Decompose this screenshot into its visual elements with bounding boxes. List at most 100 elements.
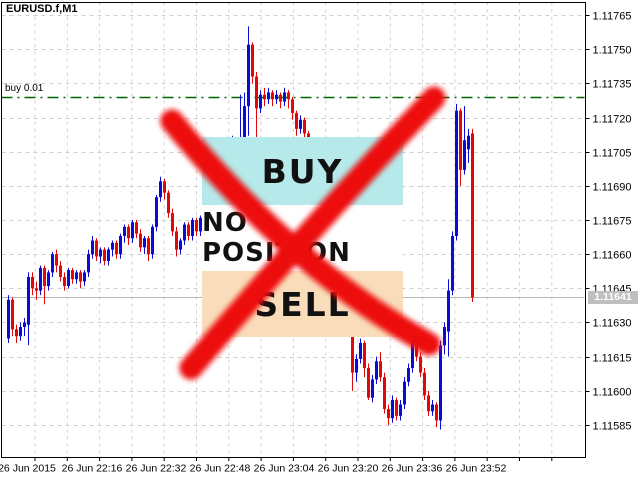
candle-body bbox=[435, 404, 438, 421]
candle-body bbox=[399, 404, 402, 416]
candle-body bbox=[11, 299, 14, 330]
candle-body bbox=[115, 242, 118, 255]
candle-body bbox=[395, 399, 398, 416]
current-price-badge: 1.11641 bbox=[588, 291, 638, 304]
candle-body bbox=[39, 267, 42, 291]
candle-body bbox=[363, 343, 366, 369]
price-axis-label: 1.11630 bbox=[593, 318, 632, 330]
candle-body bbox=[107, 249, 110, 261]
no-position-label: NO POSITION bbox=[202, 208, 351, 268]
candle-body bbox=[139, 233, 142, 248]
candle-body bbox=[75, 272, 78, 280]
sell-button[interactable]: SELL bbox=[202, 271, 403, 337]
candle-body bbox=[407, 368, 410, 382]
buy-position-label: buy 0.01 bbox=[5, 83, 44, 94]
candle-body bbox=[175, 231, 178, 250]
candle-body bbox=[179, 240, 182, 250]
candle-body bbox=[19, 327, 22, 337]
candle-body bbox=[83, 272, 86, 282]
candle-body bbox=[47, 272, 50, 287]
candle-body bbox=[167, 192, 170, 214]
candle-body bbox=[119, 235, 122, 255]
candle-body bbox=[71, 270, 74, 280]
candle-body bbox=[243, 106, 246, 141]
candle-body bbox=[467, 135, 470, 150]
candle-body bbox=[419, 356, 422, 373]
candle-body bbox=[375, 361, 378, 380]
candle-body bbox=[87, 254, 90, 273]
candle-body bbox=[295, 112, 298, 129]
candle-body bbox=[23, 322, 26, 328]
candle-body bbox=[267, 92, 270, 100]
price-axis-label: 1.11690 bbox=[593, 182, 632, 194]
candle-body bbox=[163, 181, 166, 193]
candle-body bbox=[471, 133, 474, 298]
candle-body bbox=[371, 379, 374, 398]
buy-button[interactable]: BUY bbox=[202, 137, 403, 205]
no-position-status-box: NO POSITION bbox=[202, 205, 403, 271]
candle-body bbox=[411, 340, 414, 369]
candle-body bbox=[131, 222, 134, 239]
price-axis-label: 1.11765 bbox=[593, 11, 632, 23]
candle-body bbox=[159, 181, 162, 198]
candle-body bbox=[299, 119, 302, 129]
candle-body bbox=[415, 340, 418, 357]
candle-body bbox=[147, 238, 150, 255]
candle-body bbox=[451, 235, 454, 291]
candle-body bbox=[183, 224, 186, 241]
candle-body bbox=[359, 343, 362, 359]
candle-body bbox=[263, 94, 266, 100]
candle-body bbox=[431, 404, 434, 412]
candle-body bbox=[383, 377, 386, 410]
candle-body bbox=[355, 358, 358, 373]
time-axis-label: 26 Jun 22:32 bbox=[126, 463, 187, 475]
price-axis-label: 1.11750 bbox=[593, 45, 632, 57]
candle-body bbox=[143, 238, 146, 248]
candle-body bbox=[443, 327, 446, 346]
price-axis-label: 1.11600 bbox=[593, 387, 632, 399]
candle-body bbox=[439, 345, 442, 421]
candle-body bbox=[27, 276, 30, 325]
time-axis-label: 26 Jun 23:36 bbox=[382, 463, 443, 475]
candle-body bbox=[367, 368, 370, 398]
time-axis-label: 26 Jun 2015 bbox=[0, 463, 56, 475]
candle-body bbox=[35, 288, 38, 291]
candle-body bbox=[91, 240, 94, 255]
candle-body bbox=[99, 249, 102, 257]
candle-body bbox=[279, 94, 282, 102]
candle-body bbox=[43, 267, 46, 287]
candle-body bbox=[67, 270, 70, 287]
candle-body bbox=[255, 76, 258, 109]
candle-body bbox=[303, 119, 306, 134]
time-axis-label: 26 Jun 22:48 bbox=[190, 463, 251, 475]
candle-body bbox=[187, 224, 190, 236]
candle-body bbox=[427, 395, 430, 412]
candle-body bbox=[151, 226, 154, 255]
buy-button-label: BUY bbox=[261, 151, 344, 191]
price-axis-label: 1.11615 bbox=[593, 353, 632, 365]
candle-body bbox=[15, 329, 18, 337]
price-axis-label: 1.11705 bbox=[593, 148, 632, 160]
candle-body bbox=[63, 276, 66, 287]
candle-body bbox=[55, 254, 58, 266]
candle-body bbox=[351, 333, 354, 373]
candle-body bbox=[51, 254, 54, 273]
candle-body bbox=[59, 265, 62, 277]
candle-body bbox=[403, 381, 406, 405]
candle-body bbox=[79, 272, 82, 282]
time-axis-label: 26 Jun 23:52 bbox=[446, 463, 507, 475]
candle-body bbox=[379, 361, 382, 378]
candle-body bbox=[463, 140, 466, 170]
candle-body bbox=[155, 197, 158, 227]
candle-body bbox=[191, 220, 194, 236]
candle-body bbox=[135, 222, 138, 234]
candle-body bbox=[259, 94, 262, 109]
candle-body bbox=[127, 226, 130, 239]
sell-button-label: SELL bbox=[254, 284, 351, 324]
candle-body bbox=[103, 249, 106, 261]
candle-body bbox=[423, 372, 426, 396]
candle-body bbox=[31, 276, 34, 289]
price-axis-label: 1.11675 bbox=[593, 216, 632, 228]
price-axis-label: 1.11720 bbox=[593, 114, 632, 126]
